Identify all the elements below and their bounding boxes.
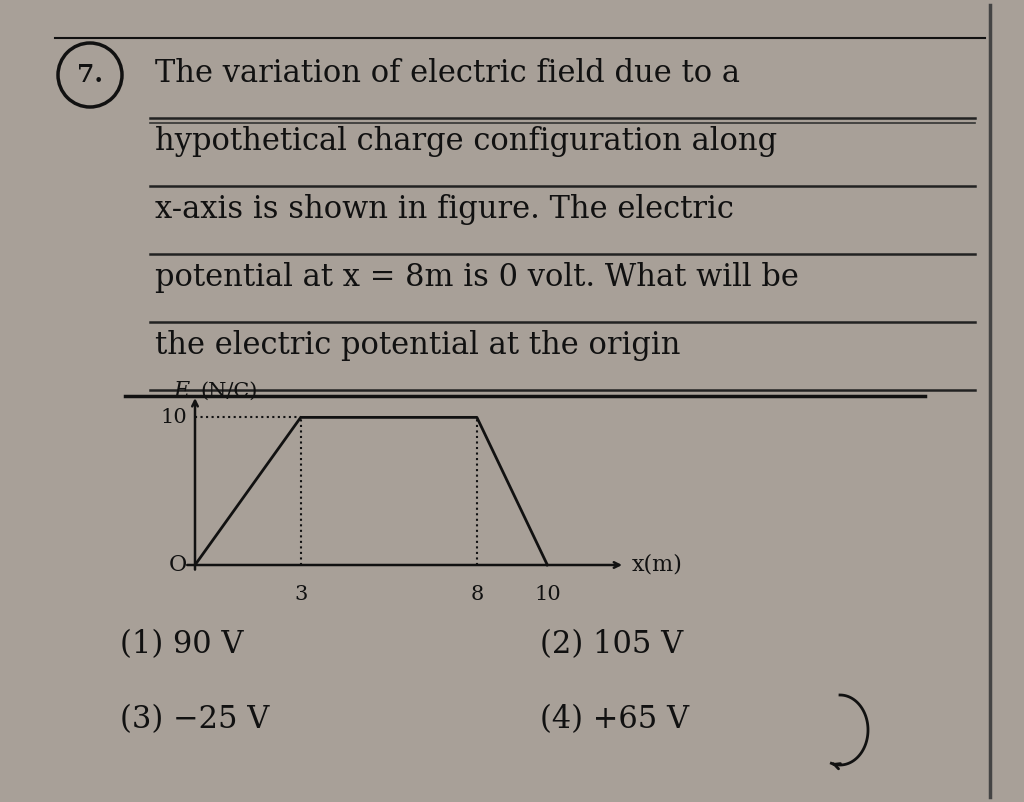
Circle shape [58, 43, 122, 107]
Text: E: E [174, 380, 190, 402]
Text: 10: 10 [160, 408, 187, 427]
Text: 10: 10 [534, 585, 561, 604]
Text: (2) 105 V: (2) 105 V [540, 630, 683, 661]
Text: x-axis is shown in figure. The electric: x-axis is shown in figure. The electric [155, 194, 734, 225]
Text: hypothetical charge configuration along: hypothetical charge configuration along [155, 126, 777, 157]
Text: O: O [169, 554, 187, 576]
Text: The variation of electric field due to a: The variation of electric field due to a [155, 58, 740, 89]
Text: 7.: 7. [77, 63, 103, 87]
Text: 8: 8 [470, 585, 483, 604]
Text: (N/C): (N/C) [200, 381, 257, 400]
Text: (4) +65 V: (4) +65 V [540, 704, 689, 735]
Text: (3) −25 V: (3) −25 V [120, 704, 269, 735]
Text: potential at x = 8m is 0 volt. What will be: potential at x = 8m is 0 volt. What will… [155, 262, 799, 293]
Text: x(m): x(m) [632, 554, 683, 576]
Text: 3: 3 [294, 585, 307, 604]
Text: the electric potential at the origin: the electric potential at the origin [155, 330, 681, 361]
Text: (1) 90 V: (1) 90 V [120, 630, 244, 661]
